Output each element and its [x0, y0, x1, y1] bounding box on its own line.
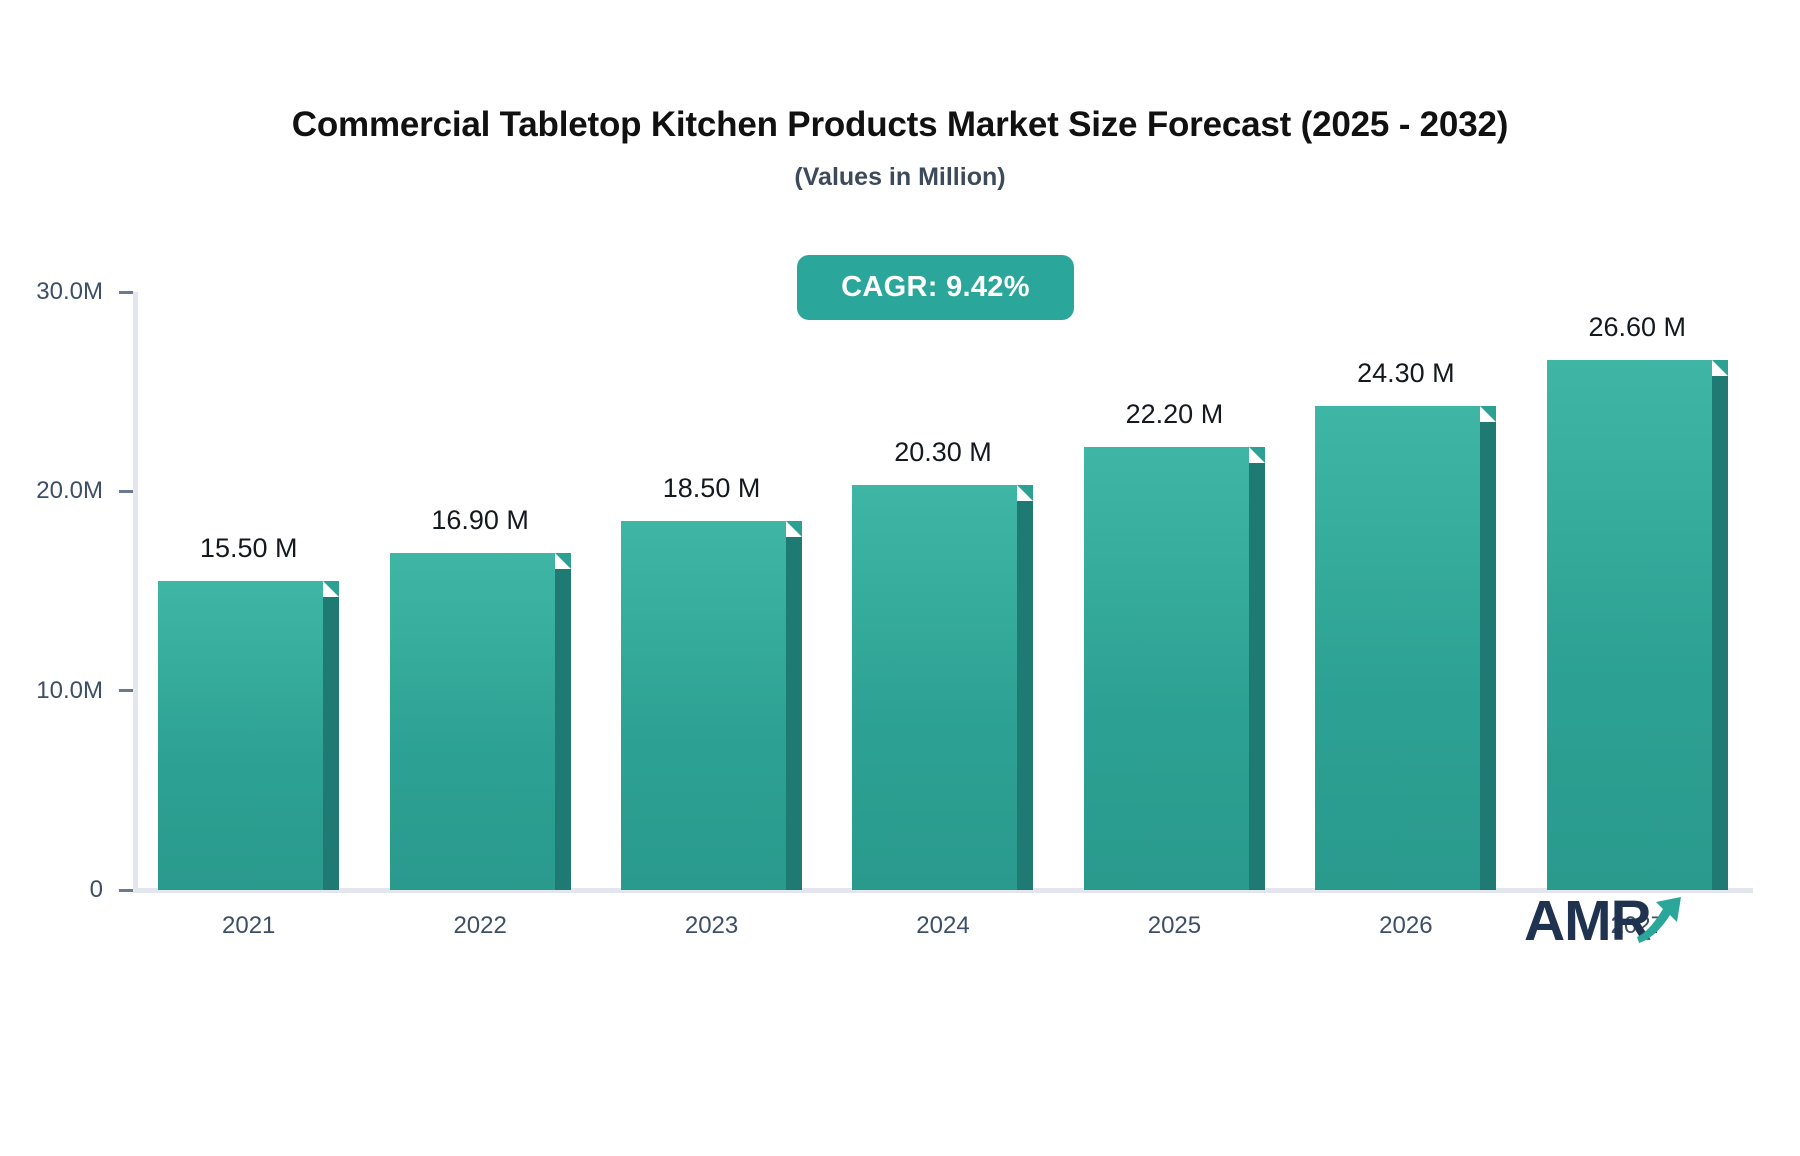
bar-group: 22.20 M 2025: [1059, 0, 1290, 1156]
bar-front-face: [621, 521, 787, 890]
bar-top-face: [1711, 359, 1728, 376]
bar-top-face: [1480, 405, 1497, 422]
bar-side-face: [1248, 463, 1265, 890]
bar-top-face: [1248, 447, 1265, 464]
chart-header: Commercial Tabletop Kitchen Products Mar…: [0, 0, 1800, 192]
y-axis-ticks: 0 10.0M 20.0M 30.0M: [0, 0, 133, 1156]
amr-logo: AMR: [1524, 893, 1695, 950]
chart-subtitle: (Values in Million): [794, 163, 1006, 192]
y-axis-tick-label: 0: [89, 876, 103, 903]
bar-front-face: [158, 581, 324, 890]
bar-top-face: [786, 521, 803, 538]
page-title: Commercial Tabletop Kitchen Products Mar…: [291, 105, 1509, 144]
bar-group: 15.50 M 2021: [133, 0, 364, 1156]
bar-front-face: [389, 553, 555, 890]
bar-top-face: [323, 581, 340, 598]
bar-side-face: [554, 569, 571, 890]
y-axis-tick-label: 20.0M: [36, 477, 103, 505]
bar-value-label: 15.50 M: [199, 533, 298, 564]
x-axis-category-label: 2024: [916, 912, 970, 939]
bar-side-face: [323, 597, 340, 890]
bar-top-face: [1017, 485, 1034, 502]
x-axis-category-label: 2021: [222, 912, 276, 939]
bar[interactable]: [1315, 405, 1497, 890]
y-axis-line: [133, 292, 138, 890]
bar[interactable]: [158, 581, 340, 890]
bars-layer: 15.50 M 2021 16.90 M 2022 18.50 M 2023 20.30 M…: [133, 0, 1753, 1156]
y-axis-tick-label: 30.0M: [36, 278, 103, 305]
bar[interactable]: [621, 521, 803, 890]
bar-value-label: 16.90 M: [431, 505, 529, 536]
x-axis-line: [133, 888, 1753, 893]
cagr-badge-label: CAGR: 9.42%: [841, 271, 1030, 303]
bar-side-face: [1017, 501, 1034, 890]
bar-value-label: 20.30 M: [894, 437, 992, 468]
bar-value-label: 18.50 M: [662, 473, 761, 504]
bar-group: 24.30 M 2026: [1290, 0, 1521, 1156]
y-axis-tick-mark: [119, 489, 133, 493]
x-axis-category-label: 2026: [1379, 912, 1433, 939]
bar-group: 18.50 M 2023: [596, 0, 827, 1156]
y-axis-tick-mark: [119, 290, 133, 294]
trending-up-arrow-icon: [1636, 895, 1695, 952]
y-axis-tick-mark: [119, 689, 133, 693]
bar-value-label: 22.20 M: [1125, 399, 1224, 430]
logo-wordmark: AMR: [1524, 889, 1652, 953]
bar-front-face: [1083, 447, 1249, 890]
y-axis-tick-mark: [119, 888, 133, 892]
bar-group: 16.90 M 2022: [364, 0, 595, 1156]
bar-side-face: [1711, 375, 1728, 890]
bar[interactable]: [1083, 447, 1265, 890]
bar-value-label: 24.30 M: [1357, 357, 1455, 388]
x-axis-category-label: 2023: [684, 912, 739, 939]
bar-side-face: [1480, 421, 1497, 890]
bar[interactable]: [389, 553, 571, 890]
bar[interactable]: [852, 485, 1034, 890]
bar-front-face: [852, 485, 1018, 890]
bar-side-face: [786, 537, 803, 890]
x-axis-category-label: 2022: [453, 912, 507, 939]
bar[interactable]: [1546, 359, 1728, 890]
bar-front-face: [1546, 359, 1712, 890]
x-axis-category-label: 2025: [1147, 912, 1202, 939]
bar-front-face: [1315, 405, 1481, 890]
bar-value-label: 26.60 M: [1588, 311, 1687, 342]
cagr-badge: CAGR: 9.42%: [797, 255, 1074, 320]
y-axis-tick-label: 10.0M: [36, 676, 103, 704]
bar-group: 20.30 M 2024: [827, 0, 1058, 1156]
bar-top-face: [554, 553, 571, 570]
bar-group: 26.60 M 2027: [1522, 0, 1753, 1156]
